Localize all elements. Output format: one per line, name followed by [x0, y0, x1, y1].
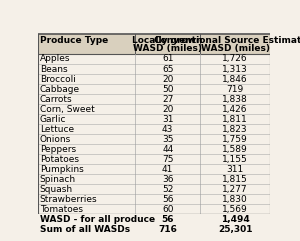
Text: 43: 43 — [162, 125, 173, 134]
FancyBboxPatch shape — [38, 34, 270, 54]
Text: Onions: Onions — [40, 135, 71, 144]
Text: Beans: Beans — [40, 65, 68, 74]
Text: 60: 60 — [162, 205, 173, 214]
Text: 36: 36 — [162, 175, 173, 184]
Text: Squash: Squash — [40, 185, 73, 194]
Text: 1,846: 1,846 — [222, 74, 248, 84]
Text: Spinach: Spinach — [40, 175, 76, 184]
Text: 56: 56 — [161, 215, 174, 224]
Text: 311: 311 — [226, 165, 244, 174]
Text: 1,823: 1,823 — [222, 125, 248, 134]
Text: 56: 56 — [162, 195, 173, 204]
Text: Corn, Sweet: Corn, Sweet — [40, 105, 94, 114]
Text: Produce Type: Produce Type — [40, 36, 108, 45]
Text: Pumpkins: Pumpkins — [40, 165, 84, 174]
Text: 1,277: 1,277 — [222, 185, 248, 194]
Text: Peppers: Peppers — [40, 145, 76, 154]
Text: 20: 20 — [162, 74, 173, 84]
Text: Locally grown: Locally grown — [133, 36, 203, 45]
Text: 1,426: 1,426 — [222, 105, 248, 114]
Text: Sum of all WASDs: Sum of all WASDs — [40, 225, 130, 234]
Text: Conventional Source Estimation: Conventional Source Estimation — [154, 36, 300, 45]
Text: 65: 65 — [162, 65, 173, 74]
Text: 27: 27 — [162, 94, 173, 104]
Text: 35: 35 — [162, 135, 173, 144]
Text: Cabbage: Cabbage — [40, 85, 80, 94]
Text: Strawberries: Strawberries — [40, 195, 98, 204]
Text: 52: 52 — [162, 185, 173, 194]
Text: 1,838: 1,838 — [222, 94, 248, 104]
Text: WASD - for all produce: WASD - for all produce — [40, 215, 155, 224]
Text: 1,815: 1,815 — [222, 175, 248, 184]
Text: 20: 20 — [162, 105, 173, 114]
Text: 1,759: 1,759 — [222, 135, 248, 144]
Text: Carrots: Carrots — [40, 94, 73, 104]
Text: Broccoli: Broccoli — [40, 74, 76, 84]
Text: 1,313: 1,313 — [222, 65, 248, 74]
Text: 31: 31 — [162, 115, 173, 124]
Text: 44: 44 — [162, 145, 173, 154]
Text: WASD (miles): WASD (miles) — [201, 44, 270, 53]
Text: Potatoes: Potatoes — [40, 155, 79, 164]
Text: Lettuce: Lettuce — [40, 125, 74, 134]
Text: 50: 50 — [162, 85, 173, 94]
Text: Garlic: Garlic — [40, 115, 66, 124]
Text: 75: 75 — [162, 155, 173, 164]
Text: Apples: Apples — [40, 54, 70, 63]
Text: 1,155: 1,155 — [222, 155, 248, 164]
Text: 25,301: 25,301 — [218, 225, 252, 234]
Text: 1,569: 1,569 — [222, 205, 248, 214]
Text: Tomatoes: Tomatoes — [40, 205, 83, 214]
Text: 716: 716 — [158, 225, 177, 234]
Text: 1,811: 1,811 — [222, 115, 248, 124]
Text: 1,494: 1,494 — [221, 215, 250, 224]
FancyBboxPatch shape — [38, 34, 270, 234]
Text: 61: 61 — [162, 54, 173, 63]
Text: 41: 41 — [162, 165, 173, 174]
Text: WASD (miles): WASD (miles) — [133, 44, 202, 53]
Text: 719: 719 — [226, 85, 244, 94]
Text: 1,589: 1,589 — [222, 145, 248, 154]
Text: 1,830: 1,830 — [222, 195, 248, 204]
Text: 1,726: 1,726 — [222, 54, 248, 63]
